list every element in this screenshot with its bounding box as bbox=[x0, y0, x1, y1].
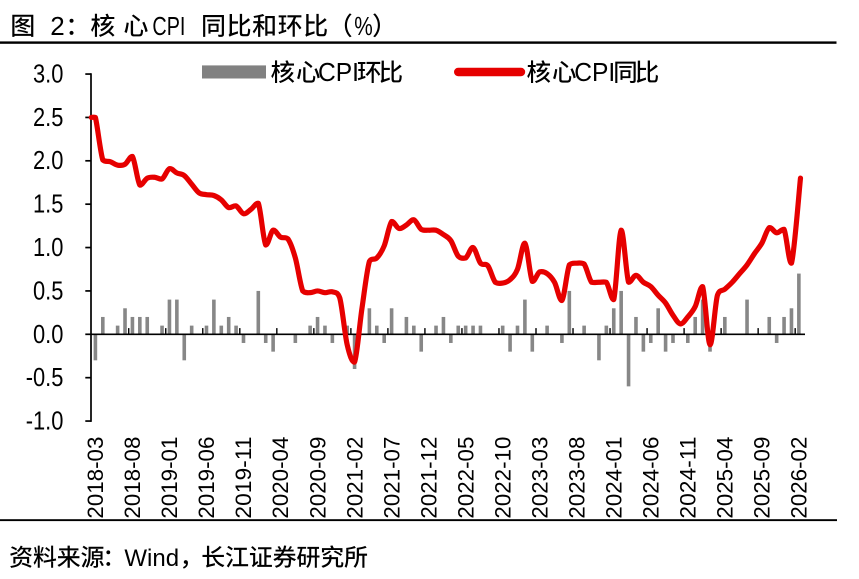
svg-text:2018-08: 2018-08 bbox=[120, 437, 145, 519]
svg-text:2018-03: 2018-03 bbox=[83, 437, 108, 519]
svg-text:2021-02: 2021-02 bbox=[342, 437, 367, 519]
svg-text:CPI: CPI bbox=[318, 59, 359, 87]
svg-text:2.0: 2.0 bbox=[33, 145, 63, 175]
svg-text:2024-01: 2024-01 bbox=[601, 437, 626, 519]
svg-text:2024-06: 2024-06 bbox=[638, 437, 663, 519]
svg-text:-0.5: -0.5 bbox=[26, 362, 64, 392]
svg-text:-1.0: -1.0 bbox=[26, 406, 64, 436]
svg-text:2022-10: 2022-10 bbox=[490, 437, 515, 519]
svg-text:1.0: 1.0 bbox=[33, 232, 63, 262]
svg-text:%: % bbox=[354, 11, 373, 41]
svg-text:2026-02: 2026-02 bbox=[787, 437, 812, 519]
svg-text:2019-06: 2019-06 bbox=[194, 437, 219, 519]
svg-text:2: 2 bbox=[50, 11, 64, 41]
svg-text:CPI: CPI bbox=[152, 11, 185, 41]
svg-text:2022-05: 2022-05 bbox=[453, 437, 478, 519]
svg-text:2023-03: 2023-03 bbox=[527, 437, 552, 519]
svg-text:2020-04: 2020-04 bbox=[268, 437, 293, 519]
svg-text:2021-12: 2021-12 bbox=[416, 437, 441, 519]
svg-text:2019-01: 2019-01 bbox=[157, 437, 182, 519]
svg-text:2020-09: 2020-09 bbox=[305, 437, 330, 519]
svg-text:0.5: 0.5 bbox=[33, 275, 63, 305]
svg-text:2023-08: 2023-08 bbox=[564, 437, 589, 519]
svg-text:0.0: 0.0 bbox=[33, 319, 63, 349]
svg-text:3.0: 3.0 bbox=[33, 59, 63, 89]
svg-text:2.5: 2.5 bbox=[33, 102, 63, 132]
svg-text:2019-11: 2019-11 bbox=[231, 437, 256, 519]
svg-text:2024-11: 2024-11 bbox=[676, 437, 701, 519]
svg-text:CPI: CPI bbox=[574, 59, 615, 87]
svg-text:2025-04: 2025-04 bbox=[713, 437, 738, 519]
svg-text:Wind: Wind bbox=[124, 545, 179, 572]
svg-text:2021-07: 2021-07 bbox=[379, 437, 404, 519]
svg-text:2025-09: 2025-09 bbox=[750, 437, 775, 519]
svg-text:1.5: 1.5 bbox=[33, 189, 63, 219]
